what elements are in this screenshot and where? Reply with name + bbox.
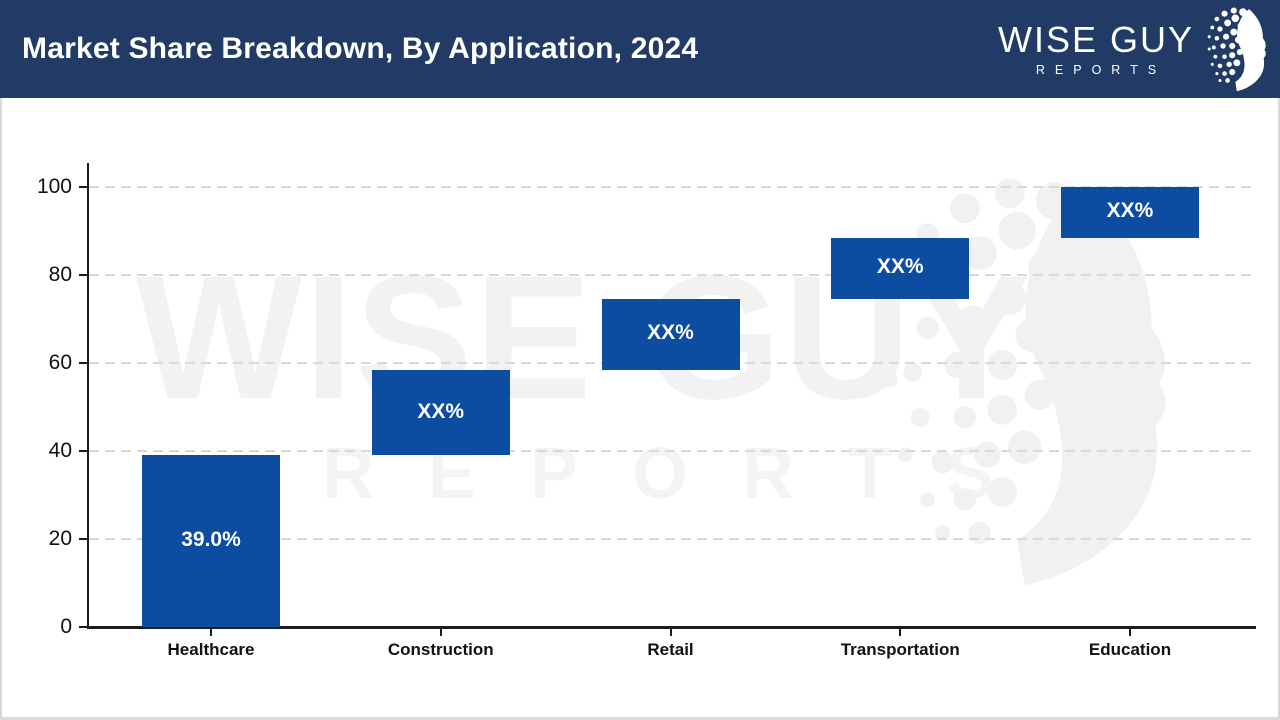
y-tick-80 — [79, 274, 88, 276]
logo-text: WISE GUY REPORTS — [997, 18, 1194, 77]
y-tick-label-100: 100 — [36, 175, 72, 198]
y-tick-0 — [79, 626, 88, 628]
y-tick-100 — [79, 186, 88, 188]
bar-label-construction: XX% — [417, 399, 465, 423]
bar-label-retail: XX% — [647, 321, 694, 345]
bar-label-healthcare: 39.0% — [181, 528, 241, 552]
wise-guy-logo: WISE GUY REPORTS — [998, 6, 1268, 92]
gridline-40 — [89, 450, 1256, 452]
gridline-100 — [89, 186, 1256, 188]
bar-label-transportation: XX% — [876, 255, 924, 279]
wise-guy-head-icon — [1207, 7, 1266, 92]
gridline-20 — [89, 538, 1256, 540]
y-axis-spine — [87, 163, 89, 629]
x-axis-label-education: Education — [1088, 640, 1172, 659]
x-axis-label-transportation: Transportation — [840, 640, 960, 659]
y-tick-20 — [79, 538, 88, 540]
y-tick-label-40: 40 — [48, 439, 72, 462]
x-axis-spine — [87, 626, 1256, 629]
y-tick-60 — [79, 362, 88, 364]
x-tick-retail — [669, 628, 672, 636]
y-tick-40 — [79, 450, 88, 452]
x-tick-transportation — [899, 628, 902, 636]
page-title: Market Share Breakdown, By Application, … — [22, 32, 699, 65]
x-axis-label-retail: Retail — [647, 640, 694, 659]
bar-retail — [601, 299, 740, 370]
x-tick-healthcare — [210, 628, 212, 636]
bar-construction — [371, 369, 510, 456]
x-axis-label-healthcare: Healthcare — [167, 640, 255, 659]
x-tick-construction — [439, 628, 442, 636]
logo-subtitle: REPORTS — [1035, 62, 1167, 77]
y-tick-label-0: 0 — [60, 615, 72, 638]
header-bar: Market Share Breakdown, By Application, … — [0, 0, 1280, 98]
gridline-80 — [89, 274, 1256, 276]
y-tick-label-60: 60 — [48, 351, 72, 374]
logo-wordmark: WISE GUY — [997, 18, 1194, 60]
x-tick-education — [1129, 628, 1131, 636]
bar-label-education: XX% — [1106, 199, 1154, 223]
y-tick-label-80: 80 — [48, 263, 72, 286]
y-tick-label-20: 20 — [48, 527, 72, 550]
x-axis-label-construction: Construction — [387, 640, 494, 659]
bar-healthcare — [142, 455, 280, 627]
